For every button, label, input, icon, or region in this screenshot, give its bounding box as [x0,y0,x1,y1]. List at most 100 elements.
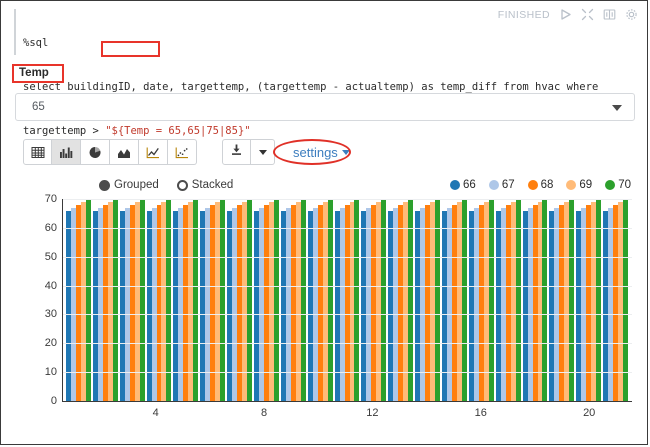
bar[interactable] [564,201,570,401]
bar[interactable] [102,204,108,401]
bar[interactable] [237,204,243,401]
bar[interactable] [268,201,274,401]
bar[interactable] [290,204,296,401]
bar[interactable] [327,199,333,401]
legend-item-69[interactable]: 69 [566,179,592,191]
bar[interactable] [80,201,86,401]
download-button[interactable] [222,139,251,165]
bar[interactable] [398,204,404,401]
scatter-chart-button[interactable] [168,139,197,165]
bar[interactable] [468,210,474,401]
bar[interactable] [193,199,199,401]
bar[interactable] [403,201,409,401]
bar[interactable] [420,207,426,401]
bar[interactable] [586,204,592,401]
book-icon[interactable] [603,8,616,21]
area-chart-button[interactable] [110,139,139,165]
bar[interactable] [451,204,457,401]
bar[interactable] [456,201,462,401]
bar[interactable] [388,210,394,401]
bar[interactable] [430,201,436,401]
table-view-button[interactable] [23,139,52,165]
bar[interactable] [280,210,286,401]
bar[interactable] [112,199,118,401]
bar[interactable] [515,199,521,401]
line-chart-button[interactable] [139,139,168,165]
bar[interactable] [107,201,113,401]
settings-toggle[interactable]: settings [293,145,350,160]
bar[interactable] [591,201,597,401]
bar[interactable] [608,207,614,401]
bar[interactable] [505,204,511,401]
bar[interactable] [623,199,629,401]
bar[interactable] [220,199,226,401]
bar[interactable] [510,201,516,401]
legend-item-66[interactable]: 66 [450,179,476,191]
bar[interactable] [227,210,233,401]
bar[interactable] [92,210,98,401]
bar[interactable] [537,201,543,401]
bar[interactable] [613,204,619,401]
bar[interactable] [161,201,167,401]
bar[interactable] [500,207,506,401]
mode-stacked[interactable]: Stacked [176,179,233,191]
bar[interactable] [381,199,387,401]
bar[interactable] [232,207,238,401]
download-dropdown-button[interactable] [251,139,275,165]
gear-icon[interactable] [625,8,638,21]
bar[interactable] [473,207,479,401]
legend-item-68[interactable]: 68 [527,179,553,191]
minimize-icon[interactable] [581,8,594,21]
bar[interactable] [215,201,221,401]
bar[interactable] [178,207,184,401]
bar[interactable] [205,207,211,401]
bar[interactable] [273,199,279,401]
bar[interactable] [376,201,382,401]
bar[interactable] [200,210,206,401]
bar[interactable] [139,199,145,401]
bar[interactable] [183,204,189,401]
bar[interactable] [166,199,172,401]
bar[interactable] [247,199,252,401]
bar[interactable] [119,210,125,401]
bar[interactable] [366,207,372,401]
bar[interactable] [425,204,431,401]
bar[interactable] [435,199,441,401]
bar[interactable] [581,207,587,401]
bar[interactable] [549,210,555,401]
bar[interactable] [300,199,306,401]
bar[interactable] [361,210,367,401]
bar[interactable] [618,201,624,401]
bar[interactable] [334,210,340,401]
bar[interactable] [442,210,447,401]
mode-grouped[interactable]: Grouped [99,179,159,191]
bar[interactable] [478,204,484,401]
bar[interactable] [483,201,489,401]
bar[interactable] [285,207,291,401]
bar[interactable] [569,199,575,401]
bar[interactable] [188,201,194,401]
play-icon[interactable] [559,8,572,21]
bar[interactable] [322,201,328,401]
bar[interactable] [312,207,318,401]
bar[interactable] [124,207,130,401]
bar[interactable] [393,207,399,401]
bar[interactable] [344,204,350,401]
legend-item-67[interactable]: 67 [488,179,515,191]
bar[interactable] [554,207,560,401]
bar[interactable] [129,204,135,401]
sql-code-editor[interactable]: %sql select buildingID, date, targettemp… [14,7,636,137]
bar[interactable] [97,207,103,401]
bar[interactable] [522,210,528,401]
bar[interactable] [603,210,609,401]
bar[interactable] [258,207,264,401]
bar[interactable] [242,201,248,401]
bar[interactable] [415,210,421,401]
bar[interactable] [461,199,467,401]
bar-chart-button[interactable] [52,139,81,165]
bar[interactable] [576,210,582,401]
bar[interactable] [254,210,259,401]
bar[interactable] [75,204,81,401]
bar[interactable] [339,207,345,401]
bar[interactable] [495,210,501,401]
